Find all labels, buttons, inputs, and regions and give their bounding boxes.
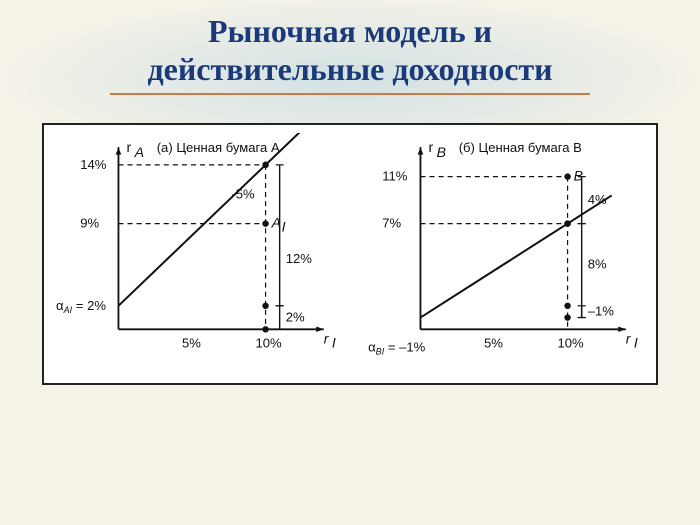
figure-frame: rArI(а) Ценная бумага A5%10%9%14%αAI = 2…	[42, 123, 658, 385]
svg-text:(а) Ценная бумага A: (а) Ценная бумага A	[157, 140, 280, 155]
svg-text:I: I	[634, 334, 638, 350]
svg-text:8%: 8%	[588, 257, 607, 272]
svg-text:10%: 10%	[256, 335, 283, 350]
svg-text:9%: 9%	[80, 215, 99, 230]
svg-text:12%: 12%	[286, 251, 313, 266]
svg-text:αBI = –1%: αBI = –1%	[368, 339, 426, 356]
svg-text:5%: 5%	[182, 335, 201, 350]
svg-text:αAI = 2%: αAI = 2%	[56, 298, 106, 315]
svg-text:-5%: -5%	[231, 186, 255, 201]
svg-text:B: B	[437, 144, 446, 160]
svg-text:5%: 5%	[484, 335, 503, 350]
svg-text:I: I	[282, 218, 286, 234]
chart-a: rArI(а) Ценная бумага A5%10%9%14%αAI = 2…	[48, 133, 350, 369]
chart-b: rBrI(б) Ценная бумага B5%10%7%11%αBI = –…	[350, 133, 652, 369]
svg-text:r: r	[324, 330, 330, 346]
panel-b: rBrI(б) Ценная бумага B5%10%7%11%αBI = –…	[350, 133, 652, 369]
svg-text:A: A	[134, 144, 144, 160]
svg-text:r: r	[127, 139, 132, 155]
page-title: Рыночная модель и действительные доходно…	[0, 0, 700, 89]
svg-text:I: I	[332, 334, 336, 350]
svg-text:7%: 7%	[382, 215, 401, 230]
svg-text:2%: 2%	[286, 309, 305, 324]
svg-text:14%: 14%	[80, 157, 107, 172]
svg-text:r: r	[429, 139, 434, 155]
title-line2: действительные доходности	[147, 51, 552, 87]
svg-text:4%: 4%	[588, 192, 607, 207]
svg-text:(б) Ценная бумага B: (б) Ценная бумага B	[459, 140, 582, 155]
panel-a: rArI(а) Ценная бумага A5%10%9%14%αAI = 2…	[48, 133, 350, 369]
svg-text:11%: 11%	[382, 168, 408, 183]
svg-text:–1%: –1%	[588, 303, 615, 318]
svg-text:r: r	[626, 330, 632, 346]
svg-text:10%: 10%	[558, 335, 585, 350]
title-underline	[110, 93, 590, 95]
title-line1: Рыночная модель и	[208, 13, 492, 49]
